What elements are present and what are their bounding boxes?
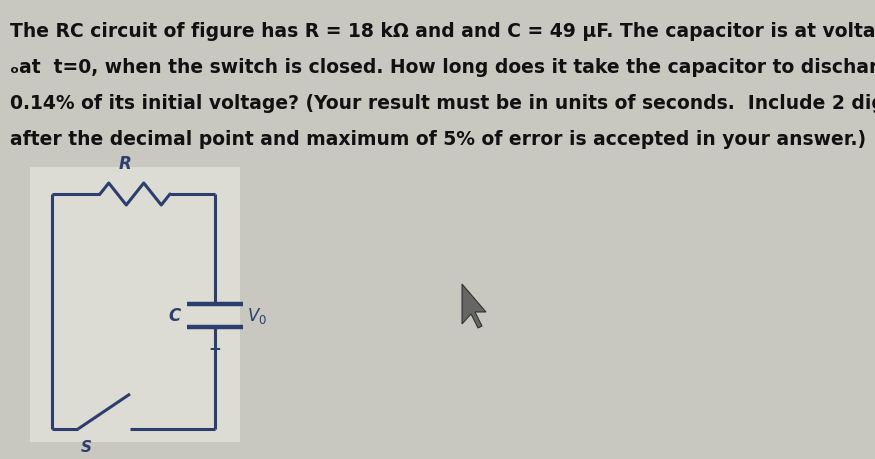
- Text: ₒat  t=0, when the switch is closed. How long does it take the capacitor to disc: ₒat t=0, when the switch is closed. How …: [10, 58, 875, 77]
- Text: S: S: [80, 439, 92, 454]
- Text: +: +: [208, 341, 221, 356]
- Text: $V_0$: $V_0$: [247, 306, 267, 326]
- Text: after the decimal point and maximum of 5% of error is accepted in your answer.): after the decimal point and maximum of 5…: [10, 130, 866, 149]
- Polygon shape: [462, 285, 486, 328]
- Bar: [30, 168, 240, 442]
- Text: 0.14% of its initial voltage? (Your result must be in units of seconds.  Include: 0.14% of its initial voltage? (Your resu…: [10, 94, 875, 113]
- Text: The RC circuit of figure has R = 18 kΩ and and C = 49 μF. The capacitor is at vo: The RC circuit of figure has R = 18 kΩ a…: [10, 22, 875, 41]
- Text: R: R: [119, 155, 131, 173]
- Text: C: C: [169, 307, 181, 325]
